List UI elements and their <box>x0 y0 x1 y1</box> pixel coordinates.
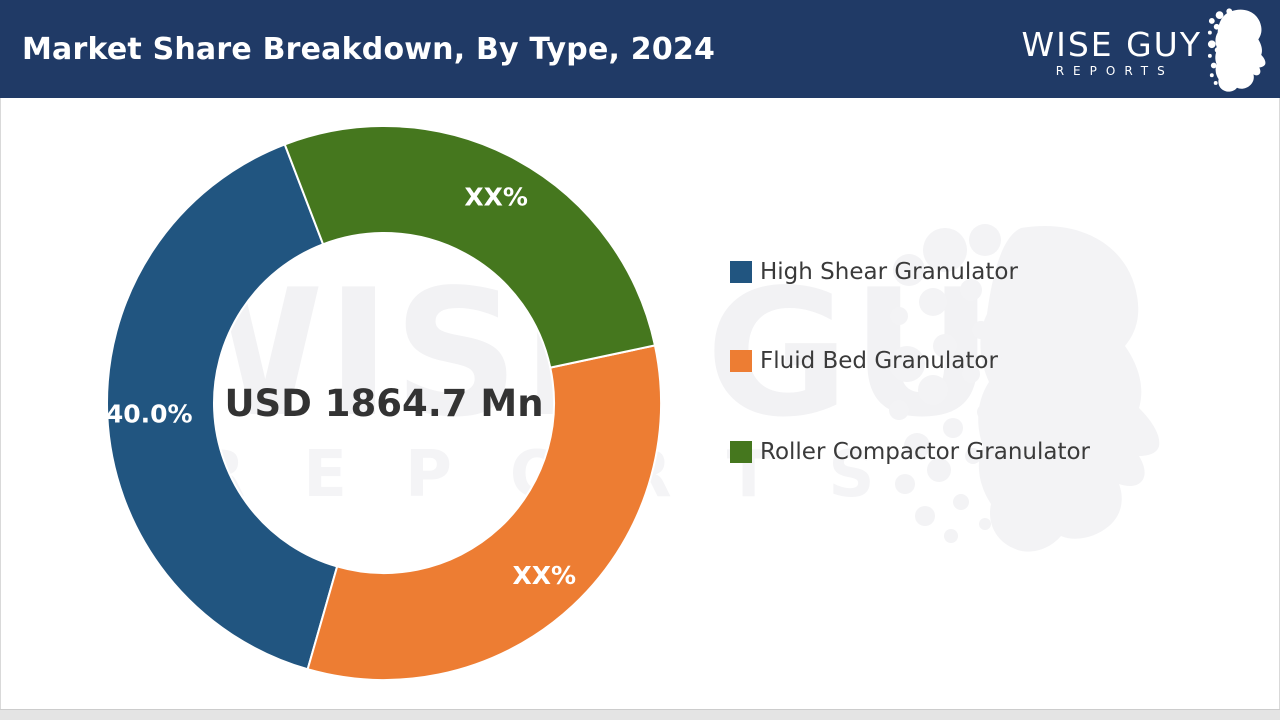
header-bar: Market Share Breakdown, By Type, 2024 WI… <box>0 0 1280 98</box>
watermark-face-icon <box>889 224 1160 552</box>
legend-swatch-green <box>730 441 752 463</box>
segment-percent-label-fluid-bed-granulator: XX% <box>512 561 576 590</box>
donut-segment-roller-compactor-granulator <box>283 125 656 369</box>
logo-face-icon <box>1207 8 1266 92</box>
donut-segment-fluid-bed-granulator <box>306 344 662 681</box>
legend-label: Fluid Bed Granulator <box>760 348 998 374</box>
logo-text: WISE GUY REPORTS <box>1021 28 1202 78</box>
legend-swatch-blue <box>730 261 752 283</box>
segment-percent-label-high-shear-granulator: 40.0% <box>106 399 193 428</box>
wise-guy-reports-logo: WISE GUY REPORTS <box>1021 4 1268 96</box>
donut-segment-high-shear-granulator <box>106 143 339 671</box>
legend-label: High Shear Granulator <box>760 259 1018 285</box>
legend-item-fluid-bed-granulator: Fluid Bed Granulator <box>730 348 998 374</box>
legend-item-high-shear-granulator: High Shear Granulator <box>730 259 1018 285</box>
legend-swatch-orange <box>730 350 752 372</box>
logo-subtitle: REPORTS <box>1055 64 1174 78</box>
bottom-strip <box>0 709 1280 720</box>
chart-area: WISE GUY REPORTS 40.0%XX%XX%USD 1864.7 M… <box>0 98 1280 709</box>
segment-percent-label-roller-compactor-granulator: XX% <box>464 182 528 211</box>
legend-label: Roller Compactor Granulator <box>760 439 1091 465</box>
logo-wordmark: WISE GUY <box>1021 25 1202 64</box>
donut-chart: 40.0% XX% XX% USD 1864.7 Mn <box>106 125 662 681</box>
donut-center-value: USD 1864.7 Mn <box>224 382 543 425</box>
page-title: Market Share Breakdown, By Type, 2024 <box>22 31 716 67</box>
legend-item-roller-compactor-granulator: Roller Compactor Granulator <box>730 439 1090 465</box>
